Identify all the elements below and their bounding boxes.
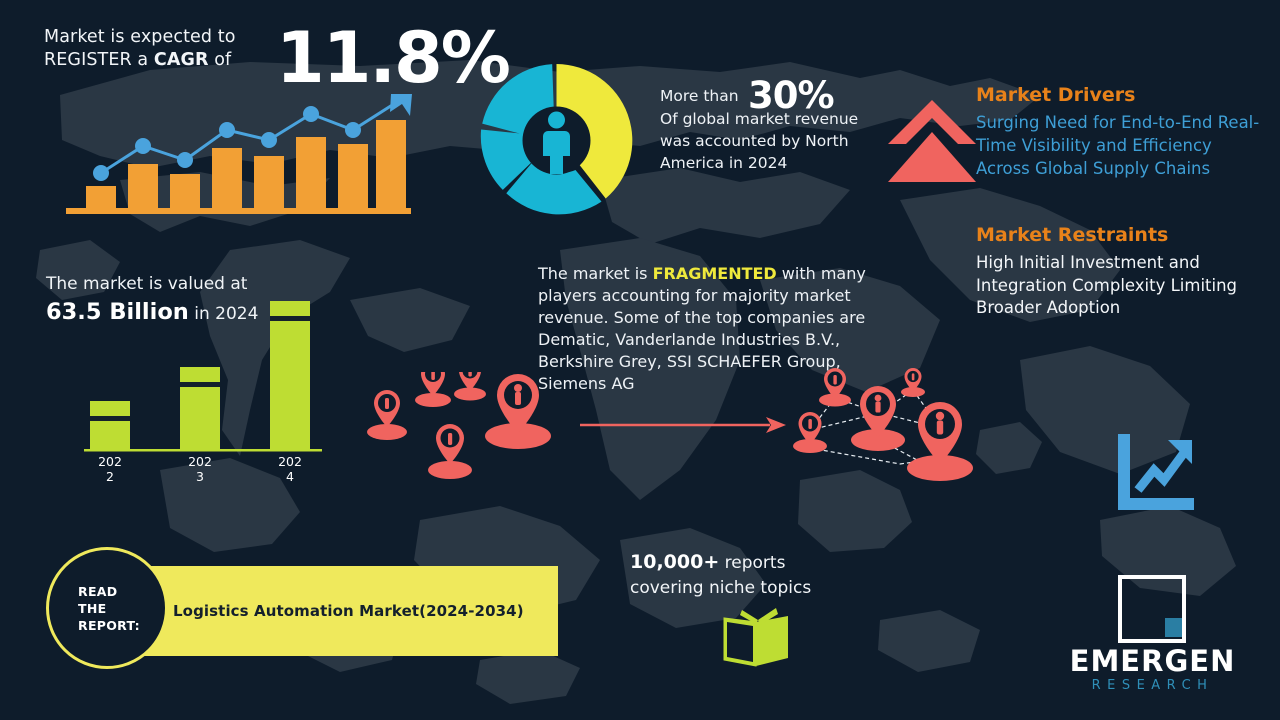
cagr-value: 11.8% <box>276 17 511 99</box>
person-icon <box>543 111 570 174</box>
na-lead: More than <box>660 87 739 105</box>
donut-slice-north-america <box>556 64 633 199</box>
trend-arrow-head <box>390 94 412 116</box>
green-chart-baseline <box>84 449 322 452</box>
map-pin-small <box>454 372 486 401</box>
map-pin-small <box>367 390 407 440</box>
growth-chart-icon <box>1118 434 1194 510</box>
map-pin-small <box>819 368 851 407</box>
frag-highlight: FRAGMENTED <box>652 264 777 283</box>
cagr-lead-line2-pre: REGISTER a <box>44 50 154 70</box>
frag-pre: The market is <box>538 264 653 283</box>
market-drivers-block: Market Drivers Surging Need for End-to-E… <box>976 82 1266 180</box>
donut-slice-rest-a <box>506 158 602 215</box>
reports-count-block: 10,000+ reports covering niche topics <box>630 550 870 601</box>
bar-2023 <box>180 367 220 449</box>
transition-arrow <box>580 417 786 433</box>
logo-wordmark: EMERGEN <box>1069 644 1236 678</box>
map-pin-large <box>485 374 551 449</box>
square-outline-icon <box>1118 575 1186 643</box>
north-america-stat: More than 30% Of global market revenue w… <box>660 74 870 174</box>
map-pin-large <box>907 402 973 481</box>
trend-points <box>93 106 361 181</box>
open-book-icon <box>723 608 788 667</box>
location-pins-networked <box>793 368 973 481</box>
cagr-block: Market is expected to REGISTER a CAGR of… <box>44 22 511 94</box>
green-bar-label-2022: 202 2 <box>98 454 122 484</box>
cagr-lead-line2-post: of <box>208 50 232 70</box>
market-fragmentation-text: The market is FRAGMENTED with many playe… <box>538 263 903 395</box>
na-percent: 30% <box>748 74 835 117</box>
bar-series <box>86 120 406 210</box>
market-restraints-block: Market Restraints High Initial Investmen… <box>976 222 1266 320</box>
report-title: Logistics Automation Market(2024-2034) <box>173 602 524 620</box>
green-bars <box>84 301 322 452</box>
na-body-text: Of global market revenue was accounted b… <box>660 110 859 172</box>
donut-slice-rest-b <box>480 129 535 190</box>
bar-cap-lines <box>90 316 310 421</box>
bar-2022 <box>90 401 130 449</box>
report-cta-bar[interactable]: Logistics Automation Market(2024-2034) <box>103 566 558 656</box>
reports-count-suffix: reports <box>719 553 786 573</box>
cagr-lead-text: Market is expected to REGISTER a CAGR of <box>44 26 244 72</box>
map-pin-small <box>793 412 827 453</box>
location-pins-scattered <box>367 372 551 479</box>
valuation-lead: The market is valued at <box>46 274 248 294</box>
frag-post: with many players accounting for majorit… <box>538 264 866 393</box>
map-pin-small <box>901 368 925 397</box>
green-bar-label-2024: 202 4 <box>278 454 302 484</box>
map-pin-small <box>428 424 472 479</box>
cagr-lead-line1: Market is expected to <box>44 27 236 47</box>
green-bar-label-2023: 202 3 <box>188 454 212 484</box>
valuation-year: in 2024 <box>188 304 259 324</box>
market-restraints-title: Market Restraints <box>976 224 1169 246</box>
chart-baseline <box>66 208 411 214</box>
market-restraints-text: High Initial Investment and Integration … <box>976 253 1238 317</box>
map-pin-small <box>415 372 451 407</box>
logo-subtitle: RESEARCH <box>1091 678 1214 693</box>
valuation-amount: 63.5 Billion <box>46 299 189 325</box>
reports-count-line2: covering niche topics <box>630 578 812 598</box>
valuation-value-line: 63.5 Billion in 2024 <box>46 298 346 328</box>
emergen-research-logo: EMERGEN RESEARCH <box>1060 574 1245 694</box>
double-chevron-up-icon <box>888 100 976 182</box>
market-value-by-year-chart: 202 2 202 3 202 4 <box>80 296 340 486</box>
market-drivers-text: Surging Need for End-to-End Real-Time Vi… <box>976 113 1260 178</box>
cagr-lead-bold: CAGR <box>153 50 209 70</box>
market-drivers-title: Market Drivers <box>976 84 1136 106</box>
market-valuation-block: The market is valued at 63.5 Billion in … <box>46 272 346 328</box>
market-growth-trend-chart <box>66 94 412 214</box>
regional-revenue-share-donut <box>480 64 633 215</box>
map-pin-medium <box>851 386 905 451</box>
reports-count-number: 10,000+ <box>630 551 720 573</box>
reports-count-line1: 10,000+ reports <box>630 550 870 576</box>
read-the-report-label: READ THE REPORT: <box>78 583 140 633</box>
read-the-report-badge[interactable]: READ THE REPORT: <box>46 547 168 669</box>
bar-2024 <box>270 301 310 449</box>
